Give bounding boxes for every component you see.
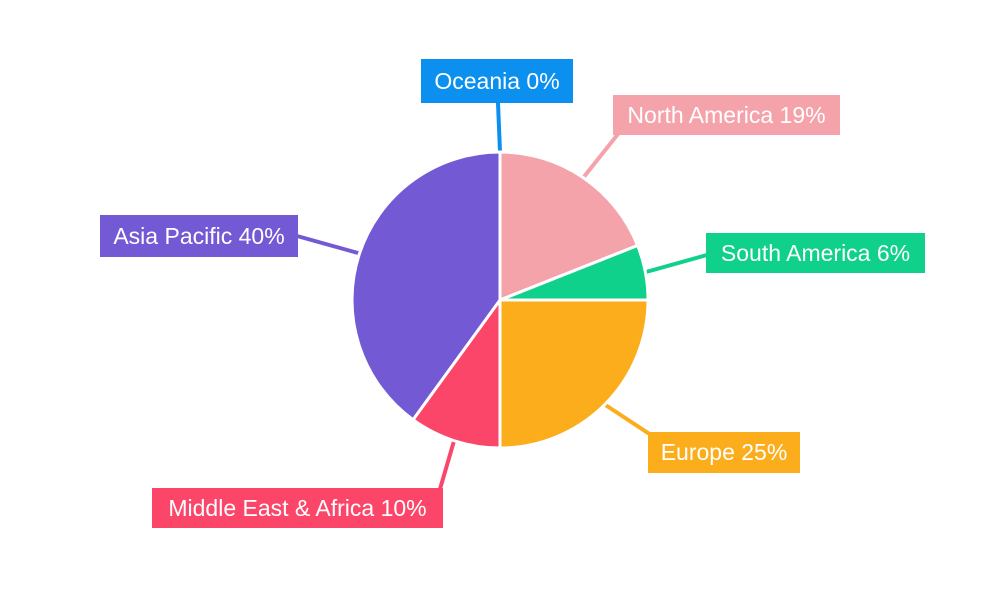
leader-line-europe [602, 402, 653, 437]
pie-slice-asia-pacific[interactable] [350, 150, 502, 422]
slice-label-asia-pacific: Asia Pacific 40% [100, 215, 298, 257]
leader-line-middle-east-africa [438, 439, 456, 491]
slice-label-europe: Europe 25% [648, 432, 800, 473]
pie-slice-europe[interactable] [498, 298, 650, 450]
slice-label-south-america: South America 6% [706, 233, 925, 273]
leader-line-south-america [644, 253, 709, 274]
slice-label-oceania: Oceania 0% [421, 59, 573, 103]
slice-label-middle-east-africa: Middle East & Africa 10% [152, 488, 443, 528]
pie-slice-middle-east-africa[interactable] [411, 298, 502, 450]
slice-label-north-america: North America 19% [613, 95, 840, 135]
pie-slice-north-america[interactable] [498, 150, 640, 302]
leader-line-oceania [496, 101, 502, 154]
leader-line-asia-pacific [295, 234, 360, 255]
leader-line-north-america [581, 132, 620, 180]
